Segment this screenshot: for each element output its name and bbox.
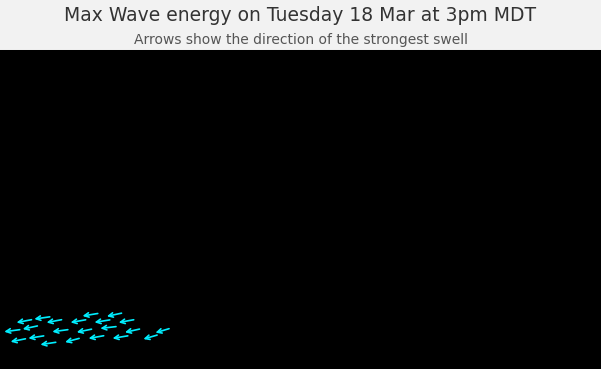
- Text: Arrows show the direction of the strongest swell: Arrows show the direction of the stronge…: [133, 33, 468, 47]
- Text: Max Wave energy on Tuesday 18 Mar at 3pm MDT: Max Wave energy on Tuesday 18 Mar at 3pm…: [64, 6, 537, 25]
